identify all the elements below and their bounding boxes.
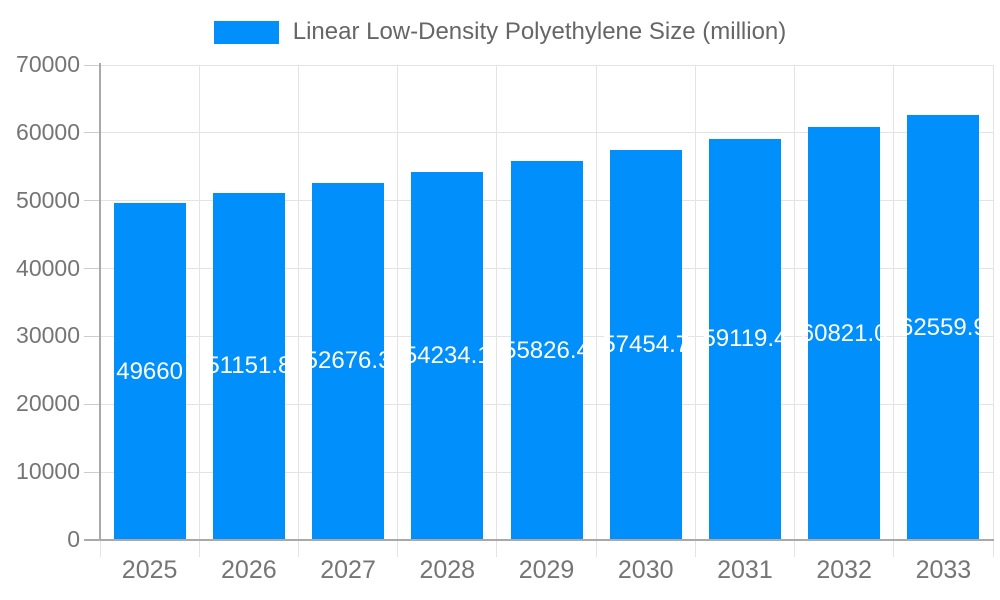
y-axis-tick-label: 60000	[16, 118, 80, 145]
y-axis-tick-label: 30000	[16, 322, 80, 349]
y-tick-mark	[84, 200, 100, 202]
x-gridline	[694, 65, 696, 557]
x-axis-line	[84, 539, 994, 541]
bar[interactable]	[907, 115, 980, 539]
y-tick-mark	[84, 471, 100, 473]
bar[interactable]	[312, 182, 385, 539]
y-axis-tick-label: 0	[67, 525, 80, 552]
y-gridline	[100, 64, 993, 66]
bar[interactable]	[708, 138, 781, 539]
bar[interactable]	[510, 161, 583, 539]
y-axis-tick-label: 50000	[16, 186, 80, 213]
legend: Linear Low-Density Polyethylene Size (mi…	[0, 18, 1000, 46]
x-gridline	[794, 65, 796, 557]
y-tick-mark	[84, 335, 100, 337]
y-axis-tick-label: 20000	[16, 390, 80, 417]
x-axis-tick-label: 2025	[121, 556, 178, 584]
x-gridline	[397, 65, 399, 557]
bar[interactable]	[808, 127, 881, 539]
x-gridline	[198, 65, 200, 557]
y-tick-mark	[84, 64, 100, 66]
x-axis-tick-label: 2029	[518, 556, 575, 584]
x-gridline	[893, 65, 895, 557]
y-axis-tick-label: 10000	[16, 458, 80, 485]
y-gridline	[100, 132, 993, 134]
y-axis-line	[99, 63, 101, 540]
y-axis-tick-label: 40000	[16, 254, 80, 281]
x-gridline	[496, 65, 498, 557]
x-axis-tick-label: 2030	[617, 556, 674, 584]
y-tick-mark	[84, 268, 100, 270]
x-gridline	[297, 65, 299, 557]
x-axis-tick-label: 2026	[221, 556, 277, 584]
y-tick-mark	[84, 132, 100, 134]
bar[interactable]	[212, 192, 285, 539]
bar[interactable]	[411, 171, 484, 539]
legend-swatch[interactable]	[213, 20, 279, 44]
x-axis-tick-label: 2032	[816, 556, 872, 584]
x-axis-tick-label: 2027	[320, 556, 376, 584]
x-gridline	[992, 65, 994, 557]
y-axis-tick-label: 70000	[16, 50, 80, 77]
x-axis-tick-label: 2028	[419, 556, 476, 584]
y-tick-mark	[84, 403, 100, 405]
x-axis-tick-label: 2031	[717, 556, 773, 584]
x-gridline	[595, 65, 597, 557]
legend-label[interactable]: Linear Low-Density Polyethylene Size (mi…	[292, 18, 787, 45]
x-axis-tick-label: 2033	[915, 556, 972, 584]
bar[interactable]	[113, 203, 186, 539]
bar[interactable]	[609, 150, 682, 539]
